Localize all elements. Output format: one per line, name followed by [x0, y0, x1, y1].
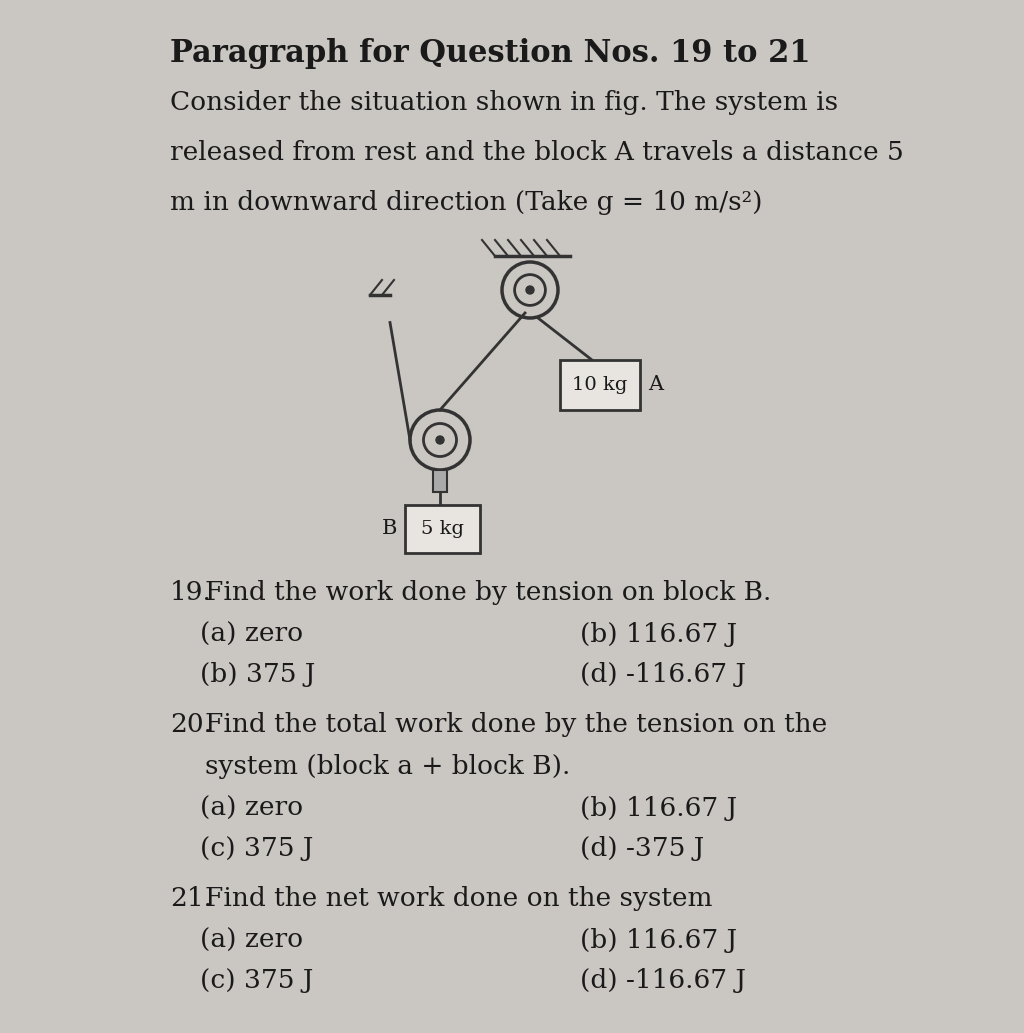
Text: (b) 116.67 J: (b) 116.67 J	[580, 796, 737, 821]
Text: system (block a + block B).: system (block a + block B).	[205, 754, 570, 779]
Circle shape	[436, 436, 444, 444]
Text: Find the total work done by the tension on the: Find the total work done by the tension …	[205, 712, 827, 737]
Text: (a) zero: (a) zero	[200, 796, 303, 821]
Text: Find the net work done on the system: Find the net work done on the system	[205, 886, 713, 911]
Text: (a) zero: (a) zero	[200, 622, 303, 647]
Text: Find the work done by tension on block B.: Find the work done by tension on block B…	[205, 580, 771, 605]
FancyBboxPatch shape	[433, 470, 447, 492]
Text: released from rest and the block A travels a distance 5: released from rest and the block A trave…	[170, 140, 904, 165]
Text: 21.: 21.	[170, 886, 212, 911]
Text: (d) -116.67 J: (d) -116.67 J	[580, 968, 746, 993]
Text: 19.: 19.	[170, 580, 212, 605]
Text: A: A	[648, 376, 664, 395]
Circle shape	[526, 286, 534, 294]
Text: (d) -116.67 J: (d) -116.67 J	[580, 662, 746, 687]
Text: (b) 116.67 J: (b) 116.67 J	[580, 622, 737, 647]
Text: 20.: 20.	[170, 712, 212, 737]
Text: (b) 116.67 J: (b) 116.67 J	[580, 928, 737, 953]
Text: (d) -375 J: (d) -375 J	[580, 836, 705, 860]
Text: (a) zero: (a) zero	[200, 928, 303, 953]
Text: Consider the situation shown in fig. The system is: Consider the situation shown in fig. The…	[170, 90, 838, 115]
Text: 5 kg: 5 kg	[421, 520, 464, 538]
FancyBboxPatch shape	[406, 505, 480, 553]
Text: (b) 375 J: (b) 375 J	[200, 662, 315, 687]
Text: 10 kg: 10 kg	[572, 376, 628, 394]
Text: B: B	[382, 520, 397, 538]
FancyBboxPatch shape	[560, 359, 640, 410]
Text: m in downward direction (Take g = 10 m/s²): m in downward direction (Take g = 10 m/s…	[170, 190, 763, 215]
Text: (c) 375 J: (c) 375 J	[200, 836, 313, 860]
Text: (c) 375 J: (c) 375 J	[200, 968, 313, 993]
Text: Paragraph for Question Nos. 19 to 21: Paragraph for Question Nos. 19 to 21	[170, 38, 811, 69]
